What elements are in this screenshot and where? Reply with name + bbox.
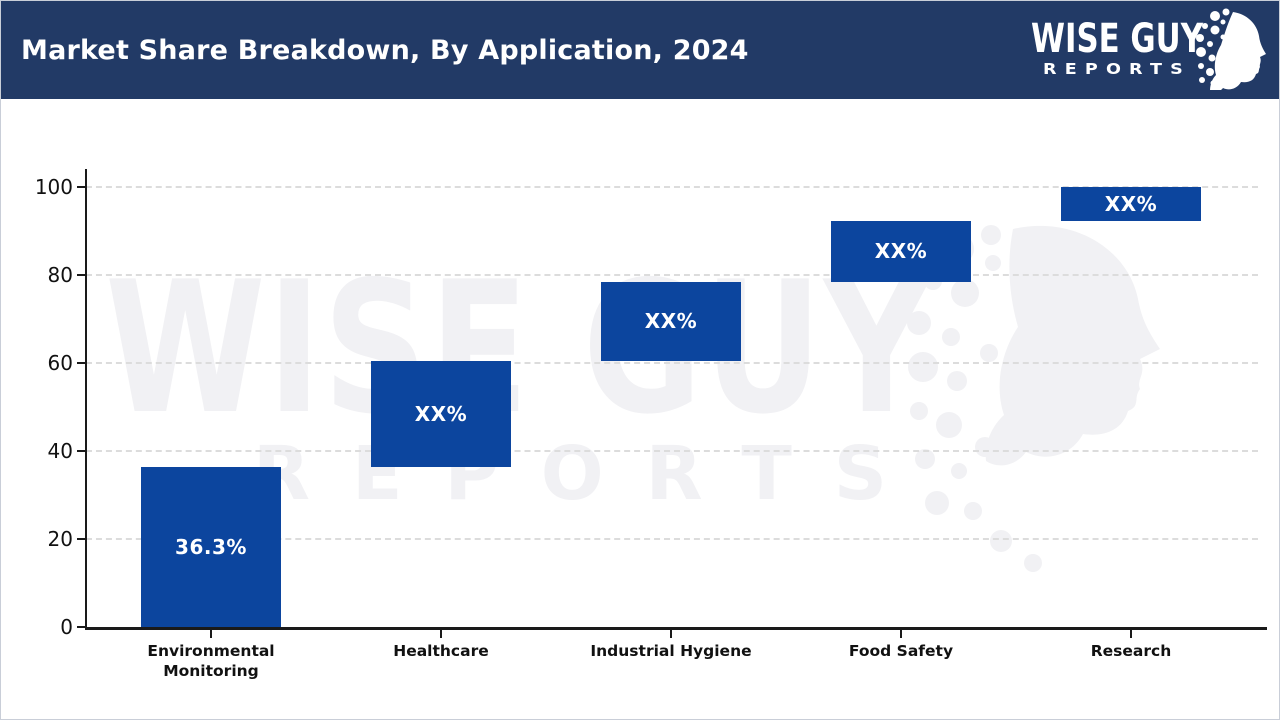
y-tick-label: 0	[60, 615, 73, 639]
y-tick-mark	[77, 626, 85, 628]
y-tick-mark	[77, 538, 85, 540]
bar-value-label: XX%	[414, 402, 468, 427]
y-tick-label: 80	[47, 263, 73, 287]
x-category-label: Industrial Hygiene	[590, 642, 752, 660]
x-axis	[85, 627, 1267, 630]
bar-value-label: XX%	[874, 239, 928, 264]
gridline	[86, 538, 1258, 540]
x-tick-mark	[900, 630, 902, 638]
gridline	[86, 362, 1258, 364]
y-tick-mark	[77, 274, 85, 276]
logo-graphic: WISE GUY REPORTS	[1031, 8, 1266, 92]
bar-segment: XX%	[831, 220, 971, 282]
bar-segment: 36.3%	[141, 467, 281, 627]
y-tick-mark	[77, 450, 85, 452]
x-category-label: Food Safety	[848, 642, 954, 660]
y-tick-label: 60	[47, 351, 73, 375]
y-tick-label: 20	[47, 527, 73, 551]
y-tick-label: 100	[34, 175, 73, 199]
y-tick-mark	[77, 362, 85, 364]
gridline	[86, 450, 1258, 452]
watermark-subtext: REPORTS	[253, 431, 930, 517]
x-tick-mark	[670, 630, 672, 638]
dotted-face-profile-icon	[1196, 8, 1266, 92]
header: Market Share Breakdown, By Application, …	[1, 1, 1279, 99]
x-tick-mark	[1130, 630, 1132, 638]
bar-value-label: XX%	[644, 309, 698, 334]
gridline	[86, 186, 1258, 188]
chart-title: Market Share Breakdown, By Application, …	[21, 34, 749, 66]
bar-value-label: XX%	[1104, 191, 1158, 216]
x-category-label: Research	[1090, 642, 1172, 660]
x-tick-mark	[440, 630, 442, 638]
x-tick-mark	[210, 630, 212, 638]
gridline	[86, 274, 1258, 276]
bar-segment: XX%	[601, 281, 741, 361]
logo-wordmark: WISE GUY	[1031, 16, 1204, 62]
x-category-label: Environmental Monitoring	[147, 642, 275, 680]
wise-guy-reports-logo: WISE GUY REPORTS	[1029, 6, 1267, 94]
y-tick-label: 40	[47, 439, 73, 463]
bar-segment: XX%	[1061, 187, 1201, 221]
watermark-wordmark: WISE GUY	[105, 242, 931, 454]
y-tick-mark	[77, 186, 85, 188]
bar-segment: XX%	[371, 360, 511, 468]
logo-subtext: REPORTS	[1043, 60, 1191, 78]
y-axis	[85, 169, 87, 629]
x-category-label: Healthcare	[393, 642, 489, 660]
bar-value-label: 36.3%	[175, 535, 247, 560]
